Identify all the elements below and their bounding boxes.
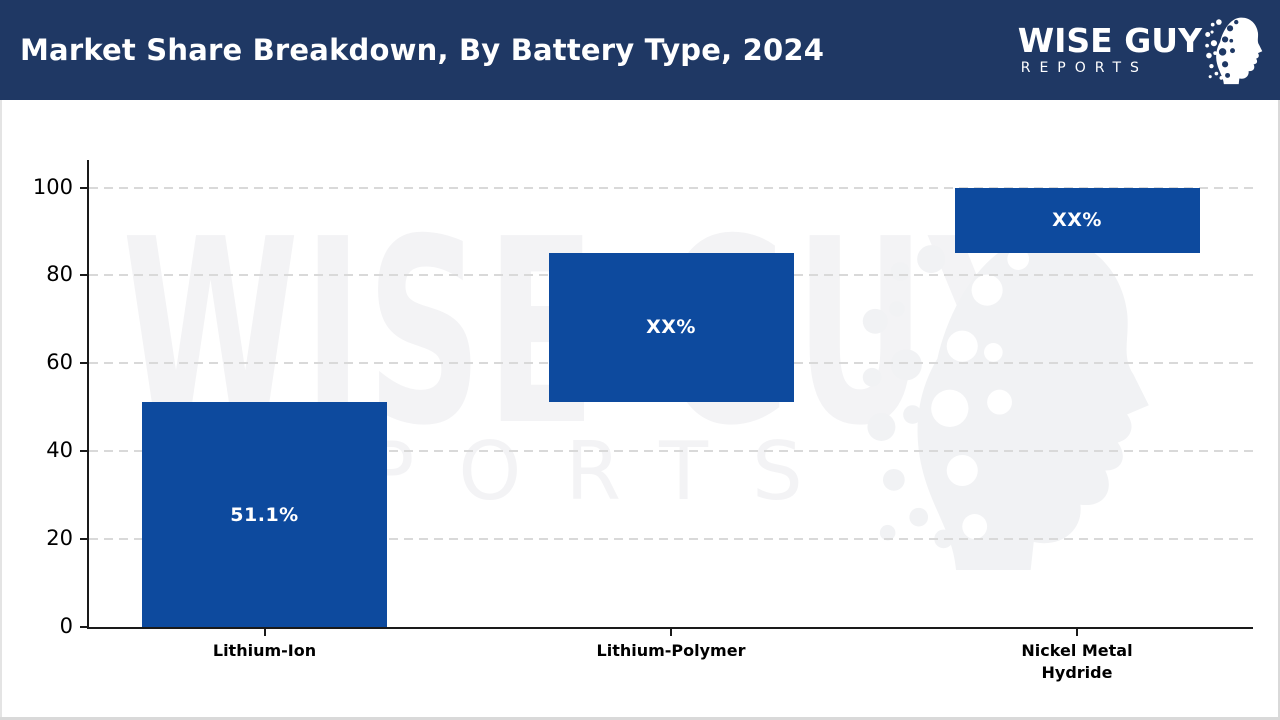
x-category-label: Lithium-Ion: [212, 641, 317, 660]
x-axis-line: [87, 627, 1253, 629]
y-tick-mark: [80, 186, 87, 189]
y-tick-label: 80: [46, 262, 73, 287]
y-axis-line: [87, 160, 89, 629]
y-tick-label: 40: [46, 438, 73, 463]
x-tick-mark: [1076, 629, 1078, 636]
y-tick-mark: [80, 538, 87, 541]
gridline: [89, 538, 1253, 541]
page-border-bottom: [0, 717, 1280, 720]
brand-face-icon: [1205, 17, 1263, 85]
x-category-label: Nickel Metal Hydride: [1021, 641, 1133, 682]
y-tick-label: 20: [46, 526, 73, 551]
page-border-left: [0, 100, 2, 720]
watermark-face-icon: [862, 236, 1149, 570]
gridline: [89, 186, 1253, 189]
y-tick-mark: [80, 450, 87, 453]
brand-wordmark: WISE GUY: [1017, 21, 1202, 60]
x-tick-mark: [263, 629, 266, 636]
y-tick-mark: [80, 274, 87, 277]
y-tick-mark: [80, 362, 87, 365]
bar-1: XX%: [548, 252, 794, 403]
bar-value-label: XX%: [646, 316, 696, 339]
brand-subtext: REPORTS: [1020, 60, 1148, 76]
brand-logo-text: WISE GUY REPORTS: [1018, 24, 1202, 76]
header: Market Share Breakdown, By Battery Type,…: [0, 0, 1280, 100]
x-tick-mark: [670, 629, 672, 636]
y-tick-label: 100: [32, 174, 73, 199]
page-border-right: [1278, 100, 1280, 720]
bar-2: XX%: [954, 187, 1200, 253]
y-tick-label: 60: [46, 350, 73, 375]
page-title: Market Share Breakdown, By Battery Type,…: [20, 33, 825, 67]
brand-logo: WISE GUY REPORTS: [1018, 8, 1280, 92]
y-tick-mark: [80, 626, 87, 628]
gridline: [89, 450, 1253, 453]
bar-value-label: 51.1%: [230, 503, 299, 526]
x-category-label: Lithium-Polymer: [596, 641, 746, 660]
bar-0: 51.1%: [142, 402, 387, 627]
bar-value-label: XX%: [1052, 209, 1102, 232]
y-tick-label: 0: [59, 614, 73, 638]
